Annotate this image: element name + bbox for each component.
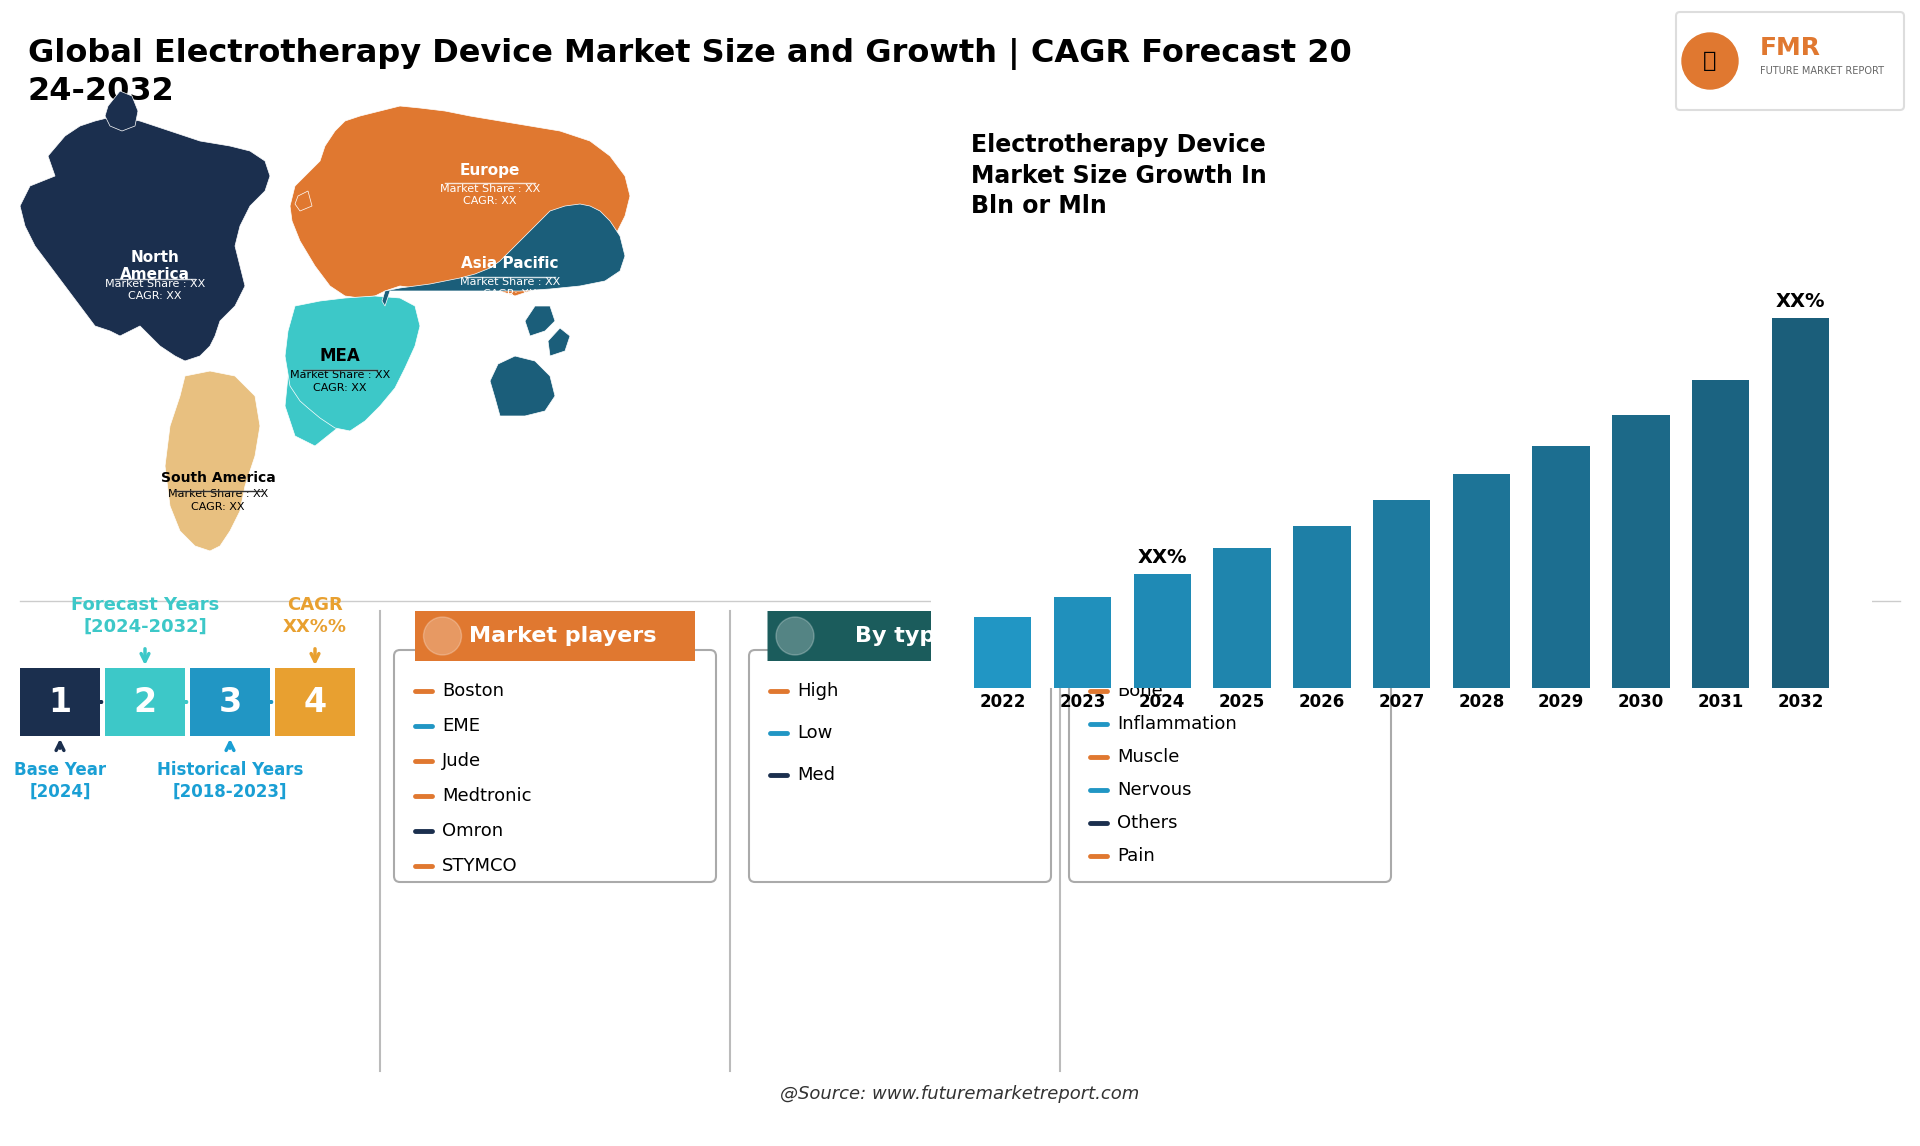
Text: Boston: Boston <box>442 682 503 700</box>
Polygon shape <box>547 328 570 356</box>
Bar <box>1133 574 1190 688</box>
Bar <box>973 617 1031 688</box>
FancyBboxPatch shape <box>1676 11 1905 110</box>
Text: Bone: Bone <box>1117 682 1164 700</box>
FancyBboxPatch shape <box>394 650 716 882</box>
FancyBboxPatch shape <box>106 668 184 736</box>
Text: Market Share : XX: Market Share : XX <box>106 278 205 289</box>
Text: MEA: MEA <box>319 347 361 364</box>
Polygon shape <box>165 371 259 551</box>
Text: Forecast Years
[2024-2032]: Forecast Years [2024-2032] <box>71 596 219 636</box>
Polygon shape <box>290 105 630 298</box>
Text: FMR: FMR <box>1761 36 1820 60</box>
FancyBboxPatch shape <box>275 668 355 736</box>
Bar <box>1532 446 1590 688</box>
Text: CAGR: XX: CAGR: XX <box>129 291 182 301</box>
Circle shape <box>776 617 814 656</box>
Text: Others: Others <box>1117 814 1177 832</box>
Text: XX%: XX% <box>1776 291 1826 311</box>
FancyBboxPatch shape <box>749 650 1050 882</box>
Text: Electrotherapy Device
Market Size Growth In
Bln or Mln: Electrotherapy Device Market Size Growth… <box>972 133 1267 219</box>
Polygon shape <box>19 116 271 361</box>
Polygon shape <box>490 356 555 416</box>
Text: Jude: Jude <box>442 752 482 770</box>
Text: Inflammation: Inflammation <box>1117 715 1236 733</box>
Text: Europe: Europe <box>459 164 520 179</box>
Text: Base Year
[2024]: Base Year [2024] <box>13 761 106 801</box>
FancyBboxPatch shape <box>19 668 100 736</box>
Text: Low: Low <box>797 724 833 741</box>
FancyBboxPatch shape <box>415 611 695 661</box>
Text: CAGR: XX: CAGR: XX <box>463 196 516 206</box>
Text: STYMCO: STYMCO <box>442 857 518 876</box>
Bar <box>1613 415 1670 688</box>
Polygon shape <box>382 204 626 306</box>
Text: Global Electrotherapy Device Market Size and Growth | CAGR Forecast 20
24-2032: Global Electrotherapy Device Market Size… <box>29 38 1352 107</box>
Text: Market Share : XX: Market Share : XX <box>461 276 561 286</box>
Text: By application: By application <box>1148 626 1327 646</box>
Text: Muscle: Muscle <box>1117 748 1179 766</box>
Text: CAGR: XX: CAGR: XX <box>313 383 367 393</box>
Text: Med: Med <box>797 766 835 784</box>
Polygon shape <box>284 304 396 446</box>
Text: Market players: Market players <box>468 626 657 646</box>
Text: CAGR
XX%%: CAGR XX%% <box>282 596 348 636</box>
Text: Market Share : XX: Market Share : XX <box>290 370 390 380</box>
Circle shape <box>424 617 461 656</box>
Text: Medtronic: Medtronic <box>442 787 532 804</box>
Text: FUTURE MARKET REPORT: FUTURE MARKET REPORT <box>1761 66 1884 76</box>
Bar <box>1292 526 1350 688</box>
Text: Historical Years
[2018-2023]: Historical Years [2018-2023] <box>157 761 303 801</box>
FancyBboxPatch shape <box>190 668 271 736</box>
FancyBboxPatch shape <box>1069 650 1390 882</box>
Text: CAGR: XX: CAGR: XX <box>192 502 244 512</box>
Bar <box>1373 500 1430 688</box>
Text: South America: South America <box>161 471 275 485</box>
Text: By type: By type <box>854 626 950 646</box>
Text: Pain: Pain <box>1117 847 1154 865</box>
Text: 👤: 👤 <box>1703 52 1716 71</box>
Text: Market Share : XX: Market Share : XX <box>440 183 540 194</box>
Text: 4: 4 <box>303 685 326 719</box>
Polygon shape <box>106 91 138 131</box>
Bar <box>1054 597 1112 688</box>
Text: North
America: North America <box>119 250 190 282</box>
Text: 1: 1 <box>48 685 71 719</box>
Bar <box>1453 474 1511 688</box>
Bar <box>1772 317 1830 688</box>
Text: Nervous: Nervous <box>1117 782 1192 799</box>
Bar <box>1692 380 1749 688</box>
Text: High: High <box>797 682 839 700</box>
Polygon shape <box>284 296 420 431</box>
Text: Market Share : XX: Market Share : XX <box>167 489 269 499</box>
Polygon shape <box>296 191 311 211</box>
Text: XX%: XX% <box>1137 548 1187 567</box>
Circle shape <box>1094 617 1131 656</box>
FancyBboxPatch shape <box>768 611 1023 661</box>
Text: 3: 3 <box>219 685 242 719</box>
Text: 2: 2 <box>132 685 157 719</box>
Circle shape <box>1682 33 1738 89</box>
Text: EME: EME <box>442 717 480 735</box>
Text: CAGR: XX: CAGR: XX <box>484 290 538 299</box>
Text: @Source: www.futuremarketreport.com: @Source: www.futuremarketreport.com <box>780 1085 1140 1102</box>
Bar <box>1213 548 1271 688</box>
Polygon shape <box>524 306 555 336</box>
FancyBboxPatch shape <box>1085 611 1375 661</box>
Text: Omron: Omron <box>442 822 503 840</box>
Text: Asia Pacific: Asia Pacific <box>461 257 559 272</box>
